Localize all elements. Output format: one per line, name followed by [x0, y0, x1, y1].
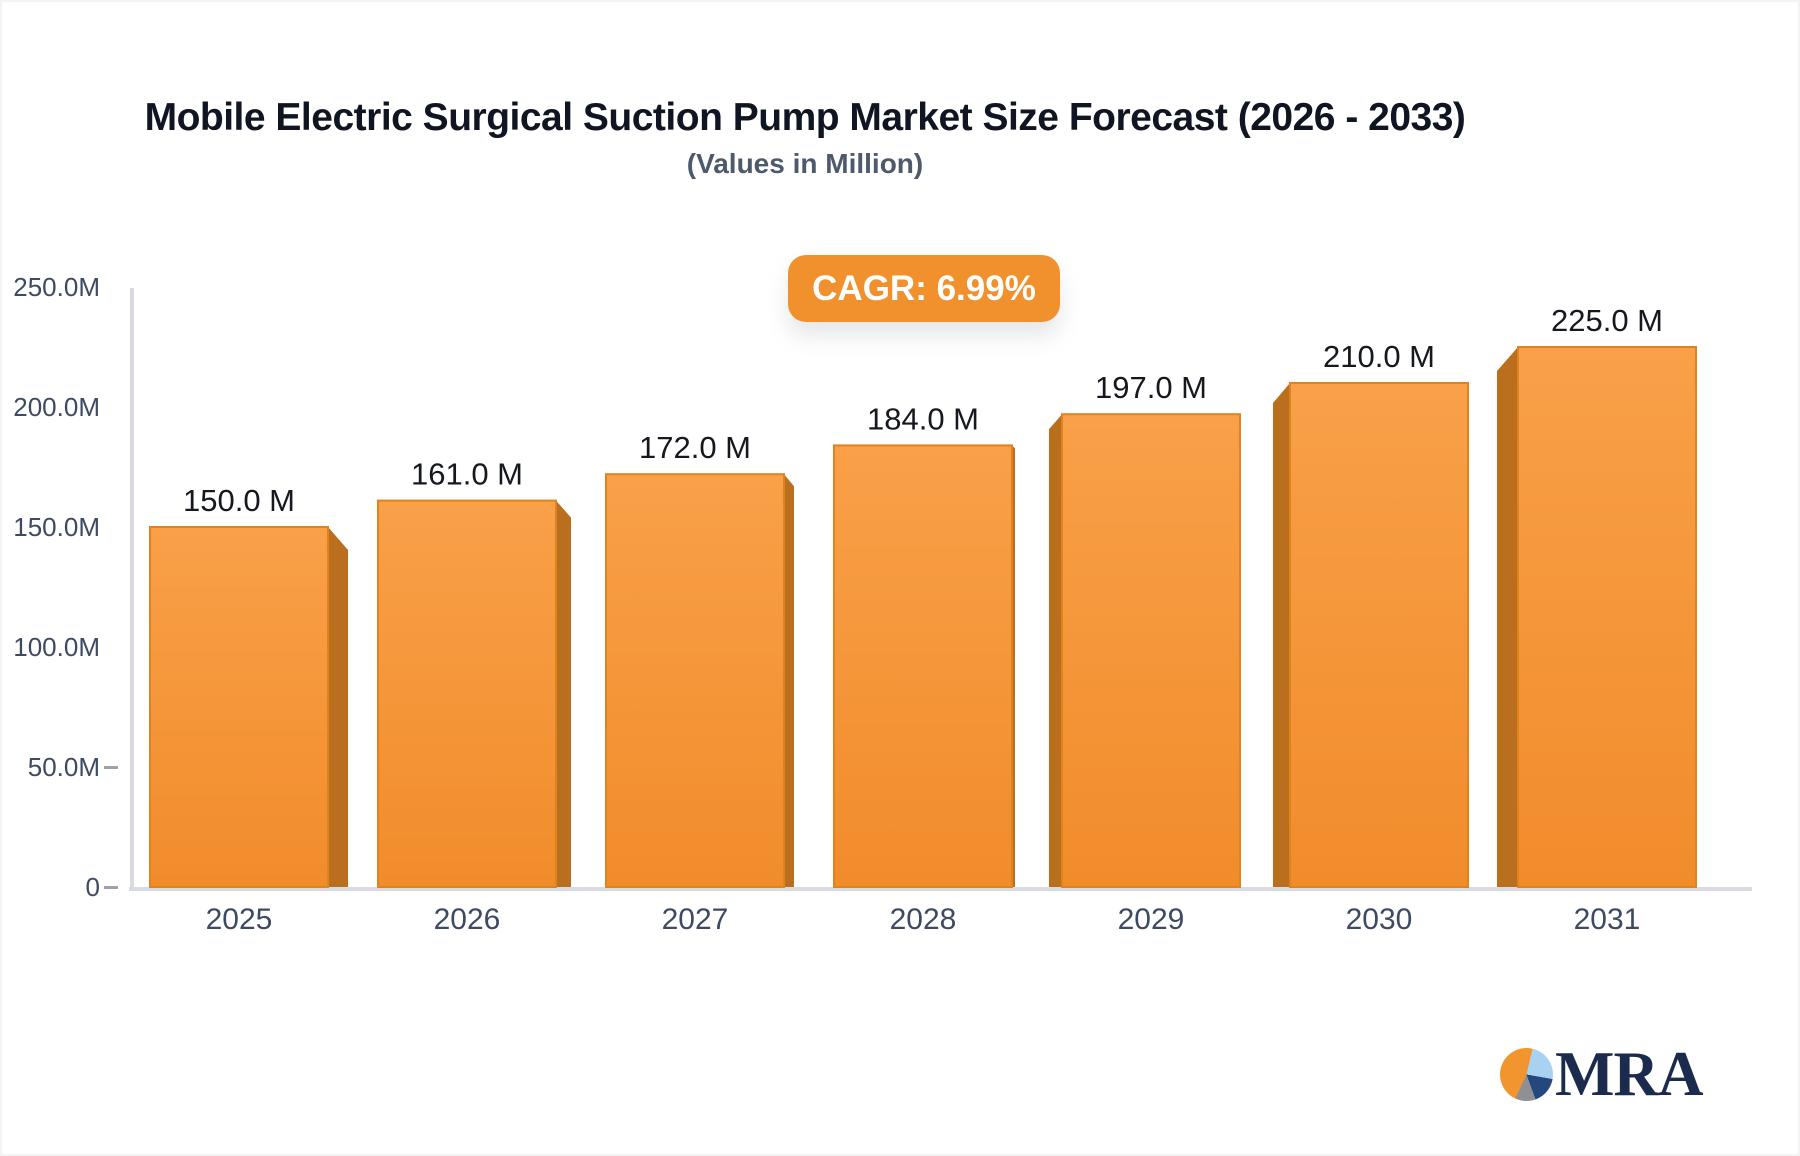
y-tick-label-250.0M: 250.0M [13, 272, 100, 302]
bar-2025: 150.0 M [149, 483, 348, 888]
bar-2027: 172.0 M [605, 430, 794, 888]
bar-2031: 225.0 M [1497, 303, 1697, 888]
x-axis-label-2030: 2030 [1346, 903, 1413, 936]
y-axis-line [130, 288, 134, 890]
chart-title: Mobile Electric Surgical Suction Pump Ma… [144, 96, 1466, 139]
bar-2026: 161.0 M [377, 457, 571, 888]
bar-face-2028 [833, 444, 1013, 888]
bar-value-label-2027: 172.0 M [639, 430, 751, 465]
y-tick-mark-0 [104, 886, 118, 889]
x-axis-line [129, 887, 1752, 891]
chart-subtitle: (Values in Million) [686, 148, 924, 179]
bar-side-2029 [1049, 414, 1062, 887]
bar-2029: 197.0 M [1049, 370, 1241, 888]
x-axis-label-2029: 2029 [1118, 903, 1185, 936]
y-tick-label-150.0M: 150.0M [13, 512, 100, 542]
bar-side-2025 [328, 527, 348, 887]
x-axis-label-2031: 2031 [1574, 903, 1641, 936]
logo-pie-icon [1500, 1047, 1553, 1101]
mra-logo: MRA [1500, 1034, 1760, 1114]
x-axis-label-2027: 2027 [662, 903, 729, 936]
bar-side-2030 [1273, 383, 1290, 887]
bar-value-label-2028: 184.0 M [867, 401, 979, 436]
y-tick-label-50.0M: 50.0M [28, 752, 100, 782]
bar-face-2027 [605, 473, 785, 888]
bar-2030: 210.0 M [1273, 339, 1469, 888]
bar-face-2030 [1289, 382, 1469, 888]
bar-value-label-2025: 150.0 M [183, 483, 295, 518]
x-axis-label-2025: 2025 [206, 903, 273, 936]
y-tick-mark-50.0M [104, 766, 118, 769]
x-axis-label-2028: 2028 [890, 903, 957, 936]
bar-2028: 184.0 M [833, 401, 1015, 888]
y-tick-label-100.0M: 100.0M [13, 632, 100, 662]
bar-side-2031 [1497, 347, 1518, 887]
logo-text: MRA [1555, 1038, 1703, 1109]
bar-face-2025 [149, 526, 329, 888]
y-tick-label-200.0M: 200.0M [13, 392, 100, 422]
bar-face-2031 [1517, 346, 1697, 888]
bar-value-label-2031: 225.0 M [1551, 303, 1663, 338]
y-tick-label-0: 0 [86, 872, 100, 902]
bar-side-2027 [784, 474, 794, 887]
bar-value-label-2026: 161.0 M [411, 457, 523, 492]
bar-value-label-2030: 210.0 M [1323, 339, 1435, 374]
cagr-badge: CAGR: 6.99% [788, 255, 1060, 322]
x-axis-label-2026: 2026 [434, 903, 501, 936]
bar-value-label-2029: 197.0 M [1095, 370, 1207, 405]
bar-face-2026 [377, 499, 557, 888]
bar-face-2029 [1061, 413, 1241, 888]
bar-side-2026 [556, 500, 571, 887]
